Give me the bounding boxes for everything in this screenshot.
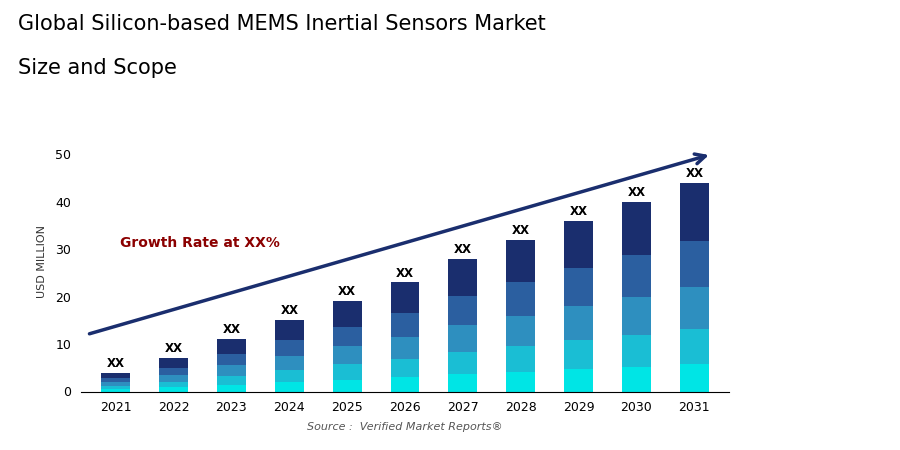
Text: Source :  Verified Market Reports®: Source : Verified Market Reports®	[307, 422, 503, 432]
Bar	[333, 346, 362, 364]
Bar	[622, 334, 651, 367]
Bar	[448, 325, 477, 351]
Bar	[274, 320, 304, 340]
Bar	[101, 389, 130, 392]
Bar	[507, 346, 536, 372]
Bar	[101, 378, 130, 382]
Bar	[622, 255, 651, 297]
Bar	[680, 364, 709, 392]
Bar	[391, 282, 419, 313]
Bar	[680, 241, 709, 287]
Text: XX: XX	[222, 324, 240, 337]
Y-axis label: USD MILLION: USD MILLION	[37, 225, 47, 297]
Bar	[159, 375, 188, 382]
Bar	[507, 372, 536, 392]
Bar	[680, 329, 709, 364]
Bar	[391, 313, 419, 337]
Bar	[622, 297, 651, 334]
Bar	[101, 373, 130, 378]
Bar	[274, 382, 304, 392]
Bar	[507, 282, 536, 315]
Bar	[274, 340, 304, 356]
Text: XX: XX	[685, 167, 703, 180]
Text: XX: XX	[107, 357, 125, 369]
Text: XX: XX	[570, 205, 588, 218]
Bar	[391, 377, 419, 392]
Text: XX: XX	[627, 186, 645, 199]
Bar	[448, 351, 477, 374]
Bar	[217, 385, 246, 392]
Bar	[333, 327, 362, 346]
Bar	[448, 374, 477, 392]
Bar	[217, 339, 246, 354]
Text: XX: XX	[512, 224, 530, 237]
Text: XX: XX	[454, 243, 472, 256]
Text: XX: XX	[338, 285, 356, 298]
Bar	[680, 183, 709, 241]
Text: Global Silicon-based MEMS Inertial Sensors Market: Global Silicon-based MEMS Inertial Senso…	[18, 14, 545, 33]
Bar	[217, 354, 246, 365]
Bar	[680, 287, 709, 329]
Text: Growth Rate at XX%: Growth Rate at XX%	[121, 236, 280, 250]
Bar	[274, 370, 304, 382]
Bar	[564, 269, 593, 306]
Bar	[101, 386, 130, 389]
Bar	[333, 380, 362, 392]
Bar	[217, 376, 246, 385]
Bar	[159, 358, 188, 368]
Bar	[101, 382, 130, 386]
Bar	[159, 368, 188, 375]
Bar	[391, 359, 419, 377]
Text: XX: XX	[396, 266, 414, 279]
Bar	[333, 364, 362, 380]
Bar	[622, 202, 651, 255]
Bar	[217, 365, 246, 376]
Bar	[274, 356, 304, 370]
Bar	[159, 382, 188, 387]
Bar	[564, 340, 593, 369]
Bar	[448, 296, 477, 325]
Bar	[333, 302, 362, 327]
Bar	[448, 259, 477, 296]
Text: Size and Scope: Size and Scope	[18, 58, 177, 78]
Bar	[507, 240, 536, 282]
Text: XX: XX	[165, 342, 183, 356]
Bar	[507, 315, 536, 346]
Bar	[564, 306, 593, 340]
Bar	[391, 337, 419, 359]
Bar	[159, 387, 188, 392]
Bar	[564, 220, 593, 269]
Bar	[564, 369, 593, 392]
Bar	[622, 367, 651, 392]
Text: XX: XX	[280, 305, 298, 317]
